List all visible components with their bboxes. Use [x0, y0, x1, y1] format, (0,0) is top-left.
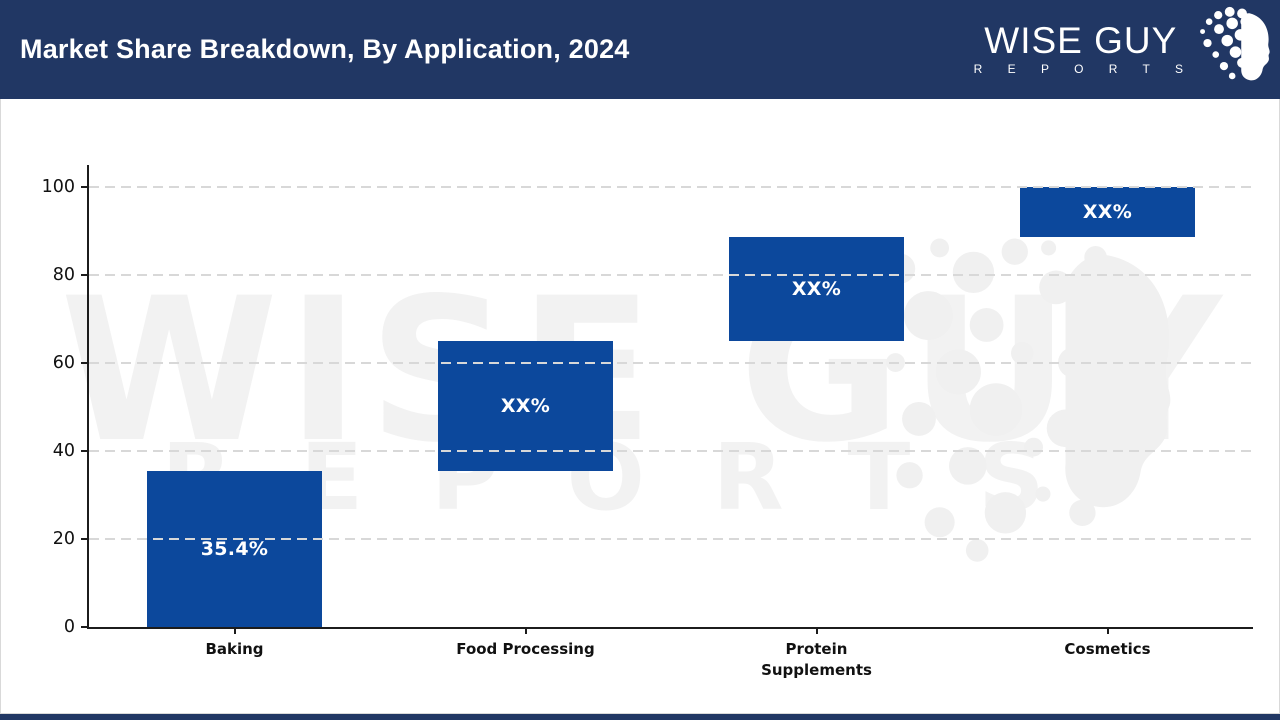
y-axis-tick	[81, 186, 89, 188]
footer-bar	[0, 714, 1280, 720]
chart-title: Market Share Breakdown, By Application, …	[20, 34, 630, 64]
y-axis-tick-label: 80	[52, 265, 75, 285]
grid-line	[89, 186, 1253, 188]
x-category-label: Protein Supplements	[761, 639, 872, 681]
plot-data: 35.4% Baking XX% Food Processing XX% Protein S…	[42, 177, 1253, 679]
brand-logo-text: WISE GUY R E P O R T S	[968, 19, 1194, 76]
y-axis-tick-label: 100	[41, 177, 75, 197]
y-axis-tick	[81, 626, 89, 628]
x-axis-tick	[524, 627, 527, 634]
bar-segment: XX%	[1020, 187, 1195, 238]
grid-line	[89, 450, 1253, 452]
x-category-label: Food Processing	[456, 639, 594, 660]
x-category-label-line: Baking	[205, 640, 264, 658]
y-axis-tick	[81, 450, 89, 452]
watermark-face-icon	[885, 238, 1171, 562]
x-axis-tick	[233, 627, 236, 634]
y-axis-tick-label: 0	[63, 617, 75, 637]
bar-segment: XX%	[729, 237, 904, 341]
bar-value-label: XX%	[1082, 201, 1133, 224]
y-axis-tick-label: 60	[52, 353, 75, 373]
x-axis-tick	[1106, 627, 1109, 634]
footer-divider	[0, 713, 1280, 714]
x-category-label-line: Protein	[785, 640, 848, 658]
y-axis-line	[87, 165, 89, 629]
brand-face-icon	[1200, 6, 1270, 81]
grid-line	[89, 274, 1253, 276]
x-category-label-line: Food Processing	[456, 640, 595, 658]
y-axis-tick-label: 40	[52, 441, 75, 461]
y-axis-tick	[81, 362, 89, 364]
x-axis-line	[87, 627, 1253, 629]
x-category-label-line: Supplements	[761, 661, 872, 679]
bar-value-label: 35.4%	[200, 538, 269, 561]
bar-value-label: XX%	[791, 278, 842, 301]
watermark-text-main: WISE GUY	[60, 255, 1230, 486]
x-category-label: Baking	[205, 639, 263, 660]
brand-subname: R E P O R T S	[973, 61, 1194, 76]
x-axis-tick	[815, 627, 818, 634]
bar-segment: 35.4%	[147, 471, 322, 627]
y-axis-tick-label: 20	[52, 529, 75, 549]
x-category-label: Cosmetics	[1064, 639, 1150, 660]
grid-line	[89, 362, 1253, 364]
y-axis-tick	[81, 274, 89, 276]
brand-name: WISE GUY	[984, 19, 1178, 61]
y-axis-tick	[81, 538, 89, 540]
x-category-label-line: Cosmetics	[1064, 640, 1151, 658]
brand-logo: WISE GUY R E P O R T S	[968, 6, 1270, 90]
bar-value-label: XX%	[500, 395, 551, 418]
header-bar: Market Share Breakdown, By Application, …	[0, 0, 1280, 99]
grid-line	[89, 538, 1253, 540]
